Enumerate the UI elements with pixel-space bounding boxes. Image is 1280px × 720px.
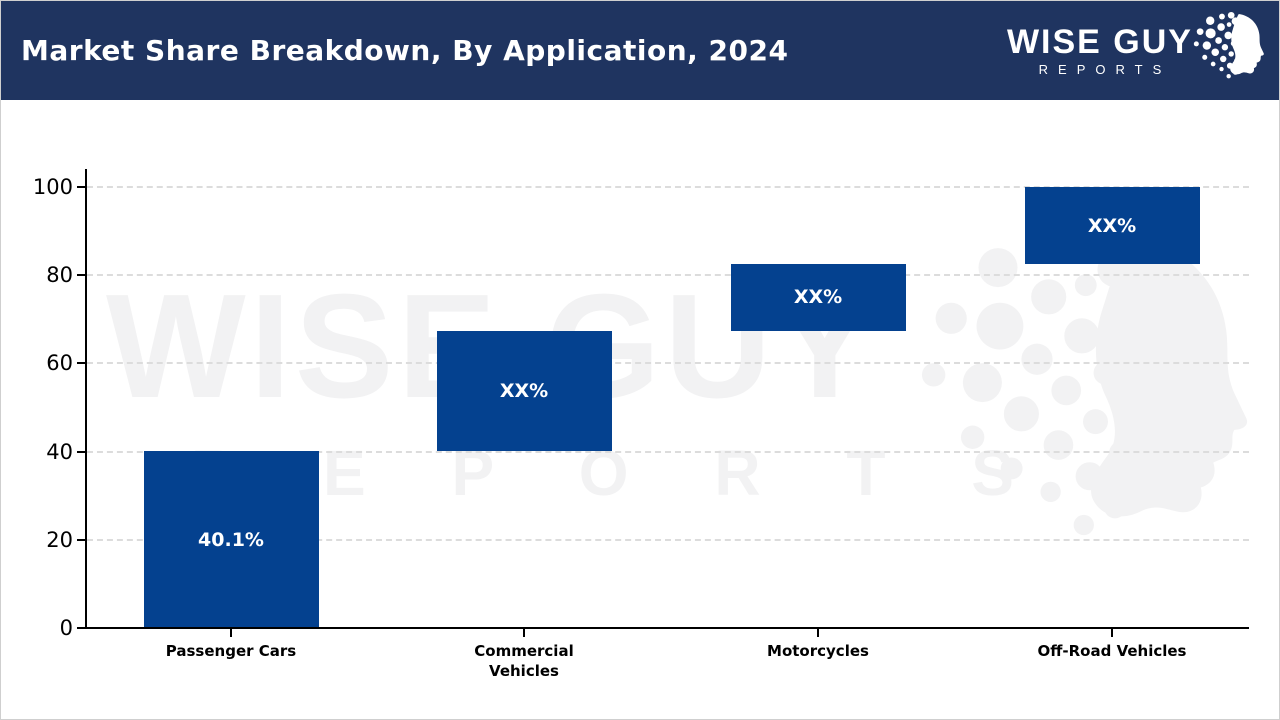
x-tick-mark-passenger-cars xyxy=(230,629,232,637)
y-tick-mark-0 xyxy=(77,627,86,629)
y-tick-label: 0 xyxy=(59,616,73,640)
bar-commercial-vehicles: XX% xyxy=(436,330,612,452)
x-tick-mark-motorcycles xyxy=(817,629,819,637)
y-tick-label: 80 xyxy=(46,263,73,288)
y-tick-mark-20 xyxy=(77,538,86,541)
y-tick-mark-100 xyxy=(77,186,86,188)
header-banner: Market Share Breakdown, By Application, … xyxy=(1,1,1279,100)
bar-off-road-vehicles: XX% xyxy=(1024,187,1200,265)
logo-line2: REPORTS xyxy=(1038,61,1172,77)
y-axis-line xyxy=(85,169,87,629)
y-tick-mark-40 xyxy=(77,450,86,453)
y-tick-mark-60 xyxy=(77,362,86,365)
page-title: Market Share Breakdown, By Application, … xyxy=(21,34,789,67)
x-category-label-passenger-cars: Passenger Cars xyxy=(165,642,297,660)
x-category-label-commercial-vehicles: Commercial Vehicles xyxy=(474,642,574,681)
y-tick-mark-80 xyxy=(77,274,86,277)
bar-motorcycles: XX% xyxy=(730,264,906,331)
bar-value-label: 40.1% xyxy=(198,528,264,551)
x-category-label-off-road-vehicles: Off-Road Vehicles xyxy=(1037,642,1187,660)
gridline-100 xyxy=(87,186,1249,188)
bar-passenger-cars: 40.1% xyxy=(143,451,319,628)
wise-guy-reports-logo: WISE GUY REPORTS xyxy=(1007,9,1269,93)
x-category-label-motorcycles: Motorcycles xyxy=(767,642,869,660)
gridline-20 xyxy=(87,538,1249,541)
x-axis-line xyxy=(77,627,1249,629)
bar-value-label: XX% xyxy=(499,379,549,402)
gridline-80 xyxy=(87,274,1249,277)
y-tick-label: 20 xyxy=(46,527,73,552)
gridline-60 xyxy=(87,362,1249,365)
logo-wordmark: WISE GUY REPORTS xyxy=(1007,25,1193,77)
y-tick-label: 100 xyxy=(32,175,73,199)
bar-value-label: XX% xyxy=(1087,214,1137,237)
gridline-40 xyxy=(87,450,1249,453)
x-tick-mark-commercial-vehicles xyxy=(523,629,525,637)
logo-line1: WISE GUY xyxy=(1006,22,1193,61)
x-tick-mark-off-road-vehicles xyxy=(1111,629,1113,637)
y-tick-label: 60 xyxy=(46,351,73,376)
bar-value-label: XX% xyxy=(793,286,843,309)
y-tick-label: 40 xyxy=(46,439,73,464)
logo-face-icon xyxy=(1193,11,1264,78)
